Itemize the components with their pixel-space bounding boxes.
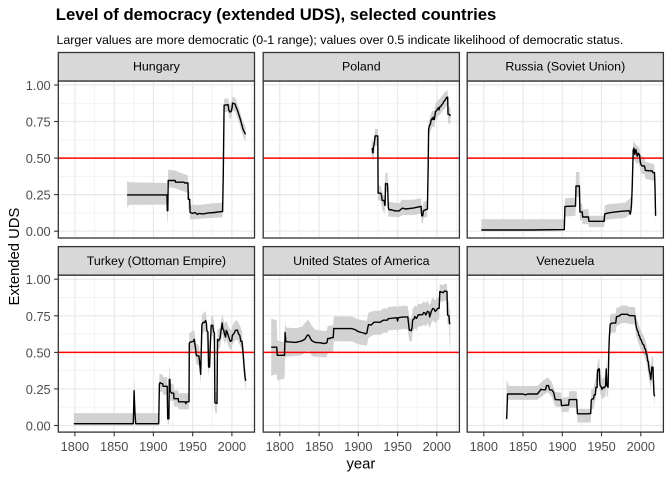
svg-text:United States of America: United States of America xyxy=(293,254,429,268)
svg-text:1800: 1800 xyxy=(266,439,294,454)
svg-text:1850: 1850 xyxy=(305,439,333,454)
svg-text:1900: 1900 xyxy=(139,439,167,454)
svg-text:2000: 2000 xyxy=(423,439,451,454)
svg-text:2000: 2000 xyxy=(218,439,246,454)
svg-text:0.25: 0.25 xyxy=(26,382,51,397)
svg-text:Turkey (Ottoman Empire): Turkey (Ottoman Empire) xyxy=(87,254,226,268)
svg-text:year: year xyxy=(347,456,376,472)
svg-text:0.25: 0.25 xyxy=(26,188,51,203)
svg-text:1950: 1950 xyxy=(178,439,206,454)
svg-text:1950: 1950 xyxy=(587,439,615,454)
svg-text:1850: 1850 xyxy=(509,439,537,454)
svg-text:Russia (Soviet Union): Russia (Soviet Union) xyxy=(505,60,625,74)
svg-text:1850: 1850 xyxy=(100,439,128,454)
svg-text:Extended UDS: Extended UDS xyxy=(7,208,23,306)
svg-text:1.00: 1.00 xyxy=(26,272,51,287)
svg-text:0.00: 0.00 xyxy=(26,419,51,434)
svg-text:1950: 1950 xyxy=(383,439,411,454)
svg-text:1900: 1900 xyxy=(344,439,372,454)
svg-text:1.00: 1.00 xyxy=(26,78,51,93)
svg-text:Hungary: Hungary xyxy=(133,60,181,74)
svg-text:Level of democracy (extended U: Level of democracy (extended UDS), selec… xyxy=(56,5,497,24)
svg-text:0.00: 0.00 xyxy=(26,224,51,239)
svg-text:2000: 2000 xyxy=(627,439,655,454)
svg-text:0.50: 0.50 xyxy=(26,345,51,360)
svg-text:1800: 1800 xyxy=(470,439,498,454)
svg-text:0.75: 0.75 xyxy=(26,309,51,324)
svg-text:Venezuela: Venezuela xyxy=(536,254,594,268)
svg-text:0.75: 0.75 xyxy=(26,115,51,130)
svg-text:1800: 1800 xyxy=(61,439,89,454)
svg-text:Larger values are more democra: Larger values are more democratic (0-1 r… xyxy=(57,33,624,47)
svg-text:0.50: 0.50 xyxy=(26,151,51,166)
svg-text:1900: 1900 xyxy=(548,439,576,454)
svg-text:Poland: Poland xyxy=(342,60,381,74)
